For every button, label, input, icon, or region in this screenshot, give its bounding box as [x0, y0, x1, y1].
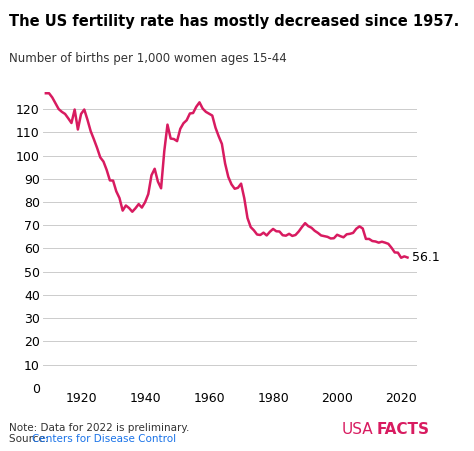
Text: FACTS: FACTS: [377, 423, 430, 437]
Text: Note: Data for 2022 is preliminary.: Note: Data for 2022 is preliminary.: [9, 423, 190, 433]
Text: Centers for Disease Control: Centers for Disease Control: [32, 434, 176, 444]
Text: Source:: Source:: [9, 434, 52, 444]
Text: The US fertility rate has mostly decreased since 1957.: The US fertility rate has mostly decreas…: [9, 14, 460, 28]
Text: USA: USA: [341, 423, 373, 437]
Text: Number of births per 1,000 women ages 15-44: Number of births per 1,000 women ages 15…: [9, 52, 287, 65]
Text: 56.1: 56.1: [412, 251, 440, 264]
